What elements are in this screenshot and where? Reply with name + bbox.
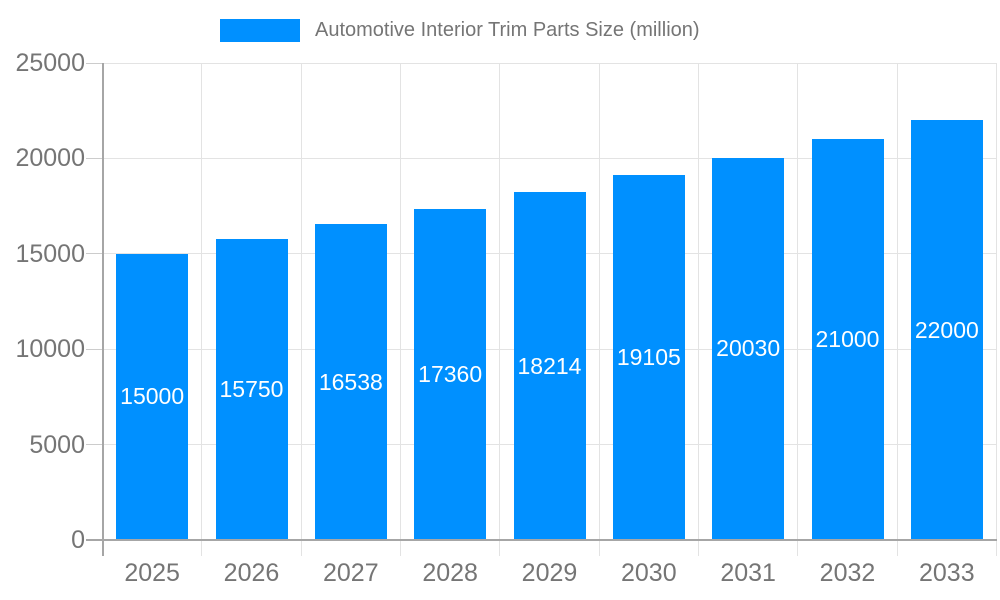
v-gridline — [996, 63, 997, 556]
v-gridline — [896, 63, 898, 556]
bar-value-label: 17360 — [418, 360, 483, 387]
y-tick-label: 25000 — [15, 49, 85, 77]
v-gridline — [698, 63, 699, 556]
legend-label: Automotive Interior Trim Parts Size (mil… — [315, 19, 700, 41]
v-gridline — [201, 63, 203, 556]
bar — [811, 139, 884, 540]
bar — [910, 120, 983, 540]
x-tick-label: 2027 — [323, 559, 379, 587]
bar — [513, 192, 586, 540]
v-gridline — [499, 63, 501, 556]
x-tick-label: 2033 — [919, 559, 975, 587]
v-gridline — [797, 63, 799, 556]
bar-value-label: 19105 — [616, 344, 681, 371]
bar — [712, 157, 785, 540]
y-axis-tick — [85, 348, 103, 350]
bar — [116, 253, 189, 540]
x-tick-label: 2025 — [124, 559, 180, 587]
x-tick-label: 2030 — [621, 559, 677, 587]
v-gridline — [400, 63, 401, 556]
y-axis-tick — [85, 62, 103, 64]
bar — [414, 208, 487, 540]
v-gridline — [300, 63, 302, 556]
y-tick-label: 15000 — [15, 239, 85, 268]
bar — [612, 175, 685, 540]
bar-value-label: 22000 — [914, 316, 979, 343]
bar-value-label: 20030 — [716, 335, 781, 362]
x-tick-label: 2029 — [521, 559, 578, 587]
y-axis-tick — [85, 444, 103, 446]
h-gridline — [102, 62, 997, 64]
x-tick-label: 2028 — [422, 559, 478, 587]
y-tick-label: 5000 — [29, 430, 85, 459]
v-gridline — [598, 63, 600, 556]
x-tick-label: 2032 — [819, 559, 876, 587]
y-axis-tick — [85, 157, 103, 159]
bar-value-label: 18214 — [517, 352, 582, 379]
x-axis-line — [85, 539, 997, 541]
h-gridline — [102, 157, 997, 159]
y-tick-label: 0 — [71, 526, 85, 554]
bar-value-label: 16538 — [318, 368, 383, 395]
bar — [314, 224, 387, 540]
y-tick-label: 10000 — [15, 335, 85, 364]
chart-legend: Automotive Interior Trim Parts Size (mil… — [220, 19, 700, 42]
x-tick-label: 2026 — [223, 559, 280, 587]
bar-value-label: 15750 — [219, 376, 284, 403]
y-axis-line — [101, 63, 104, 556]
bar — [215, 239, 288, 540]
legend-swatch — [220, 19, 300, 42]
y-tick-label: 20000 — [15, 144, 85, 173]
x-tick-label: 2031 — [720, 559, 776, 587]
bar-value-label: 21000 — [815, 326, 880, 353]
bar-value-label: 15000 — [120, 383, 185, 410]
y-axis-tick — [85, 253, 103, 255]
